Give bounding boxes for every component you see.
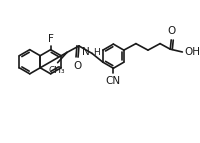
Text: OH: OH (184, 47, 200, 57)
Text: CN: CN (106, 76, 121, 86)
Text: CH₃: CH₃ (48, 66, 65, 75)
Text: O: O (167, 26, 175, 36)
Text: N: N (82, 47, 90, 57)
Text: H: H (93, 48, 100, 57)
Text: F: F (48, 34, 54, 44)
Text: O: O (73, 61, 81, 71)
